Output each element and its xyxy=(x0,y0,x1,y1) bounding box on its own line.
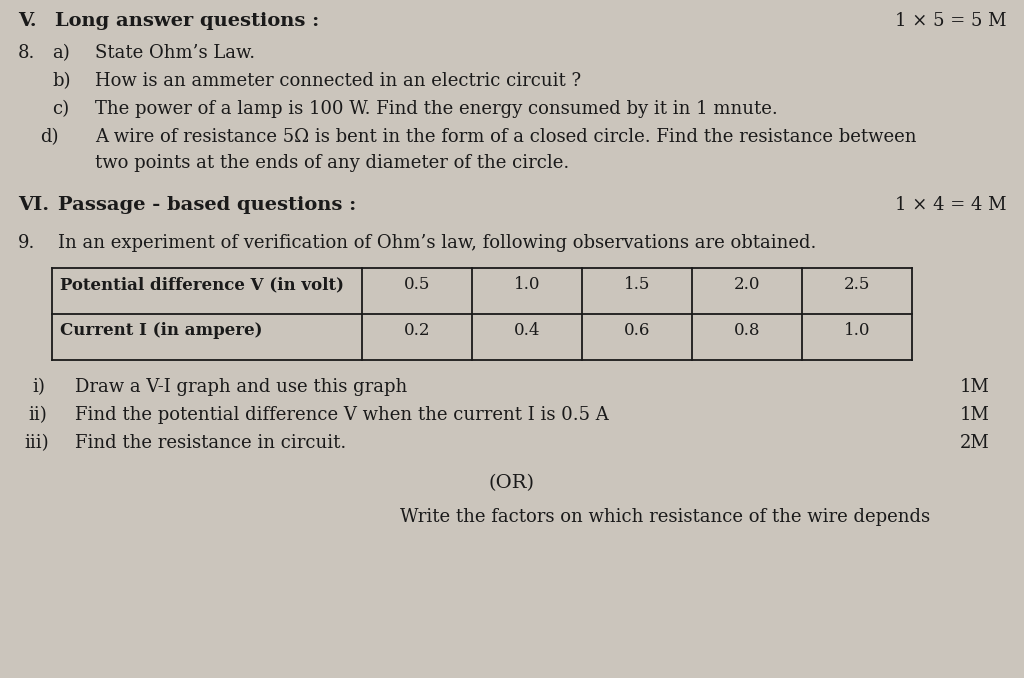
Text: 2M: 2M xyxy=(961,434,990,452)
Text: V.: V. xyxy=(18,12,37,30)
Text: Current I (in ampere): Current I (in ampere) xyxy=(60,322,262,339)
Text: VI.: VI. xyxy=(18,196,49,214)
Text: 0.5: 0.5 xyxy=(403,276,430,293)
Text: 1M: 1M xyxy=(961,406,990,424)
Text: Write the factors on which resistance of the wire depends: Write the factors on which resistance of… xyxy=(400,508,930,526)
Text: d): d) xyxy=(40,128,58,146)
Text: Potential difference V (in volt): Potential difference V (in volt) xyxy=(60,276,344,293)
Text: 1.0: 1.0 xyxy=(514,276,541,293)
Text: (OR): (OR) xyxy=(489,474,535,492)
Text: 1 × 4 = 4 M: 1 × 4 = 4 M xyxy=(895,196,1007,214)
Text: c): c) xyxy=(52,100,70,118)
Text: 2.5: 2.5 xyxy=(844,276,870,293)
Text: 1 × 5 = 5 M: 1 × 5 = 5 M xyxy=(895,12,1007,30)
Text: Long answer questions :: Long answer questions : xyxy=(55,12,319,30)
Text: i): i) xyxy=(32,378,45,396)
Text: 0.2: 0.2 xyxy=(403,322,430,339)
Text: Find the potential difference V when the current I is 0.5 A: Find the potential difference V when the… xyxy=(75,406,608,424)
Text: Draw a V-I graph and use this graph: Draw a V-I graph and use this graph xyxy=(75,378,408,396)
Text: 0.6: 0.6 xyxy=(624,322,650,339)
Text: two points at the ends of any diameter of the circle.: two points at the ends of any diameter o… xyxy=(95,154,569,172)
Text: 0.4: 0.4 xyxy=(514,322,541,339)
Text: How is an ammeter connected in an electric circuit ?: How is an ammeter connected in an electr… xyxy=(95,72,582,90)
Text: 9.: 9. xyxy=(18,234,36,252)
Text: 8.: 8. xyxy=(18,44,36,62)
Text: 2.0: 2.0 xyxy=(734,276,760,293)
Text: a): a) xyxy=(52,44,70,62)
Text: 1M: 1M xyxy=(961,378,990,396)
Text: Passage - based questions :: Passage - based questions : xyxy=(58,196,356,214)
Text: In an experiment of verification of Ohm’s law, following observations are obtain: In an experiment of verification of Ohm’… xyxy=(58,234,816,252)
Text: The power of a lamp is 100 W. Find the energy consumed by it in 1 mnute.: The power of a lamp is 100 W. Find the e… xyxy=(95,100,778,118)
Text: Find the resistance in circuit.: Find the resistance in circuit. xyxy=(75,434,346,452)
Text: ii): ii) xyxy=(28,406,47,424)
Text: 1.5: 1.5 xyxy=(624,276,650,293)
Text: A wire of resistance 5Ω is bent in the form of a closed circle. Find the resista: A wire of resistance 5Ω is bent in the f… xyxy=(95,128,916,146)
Text: State Ohm’s Law.: State Ohm’s Law. xyxy=(95,44,255,62)
Text: 0.8: 0.8 xyxy=(734,322,760,339)
Text: b): b) xyxy=(52,72,71,90)
Text: 1.0: 1.0 xyxy=(844,322,870,339)
Text: iii): iii) xyxy=(24,434,48,452)
